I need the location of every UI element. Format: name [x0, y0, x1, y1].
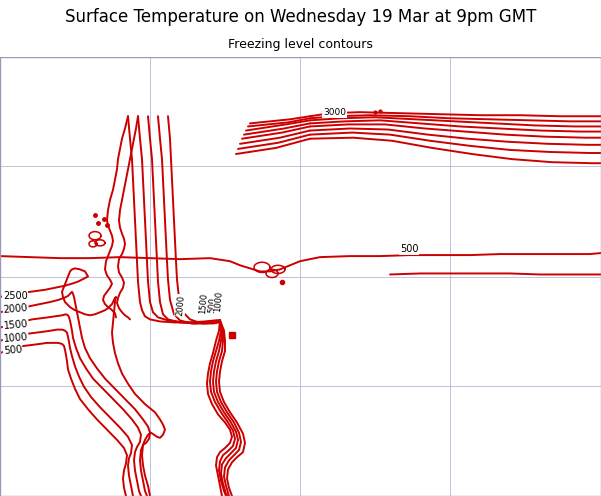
Text: 2500: 2500	[3, 291, 28, 301]
Text: 500: 500	[207, 297, 218, 313]
Text: 1000: 1000	[213, 291, 224, 312]
Text: 1500: 1500	[198, 293, 209, 314]
Text: 2000: 2000	[175, 295, 186, 316]
Text: 3000: 3000	[323, 108, 346, 117]
Text: Freezing level contours: Freezing level contours	[228, 38, 373, 51]
Text: 1000: 1000	[3, 332, 28, 344]
Text: 500: 500	[3, 345, 22, 356]
Text: Surface Temperature on Wednesday 19 Mar at 9pm GMT: Surface Temperature on Wednesday 19 Mar …	[65, 8, 536, 26]
Text: 2000: 2000	[3, 303, 28, 315]
Text: 1500: 1500	[3, 318, 28, 330]
Text: 500: 500	[400, 244, 418, 254]
